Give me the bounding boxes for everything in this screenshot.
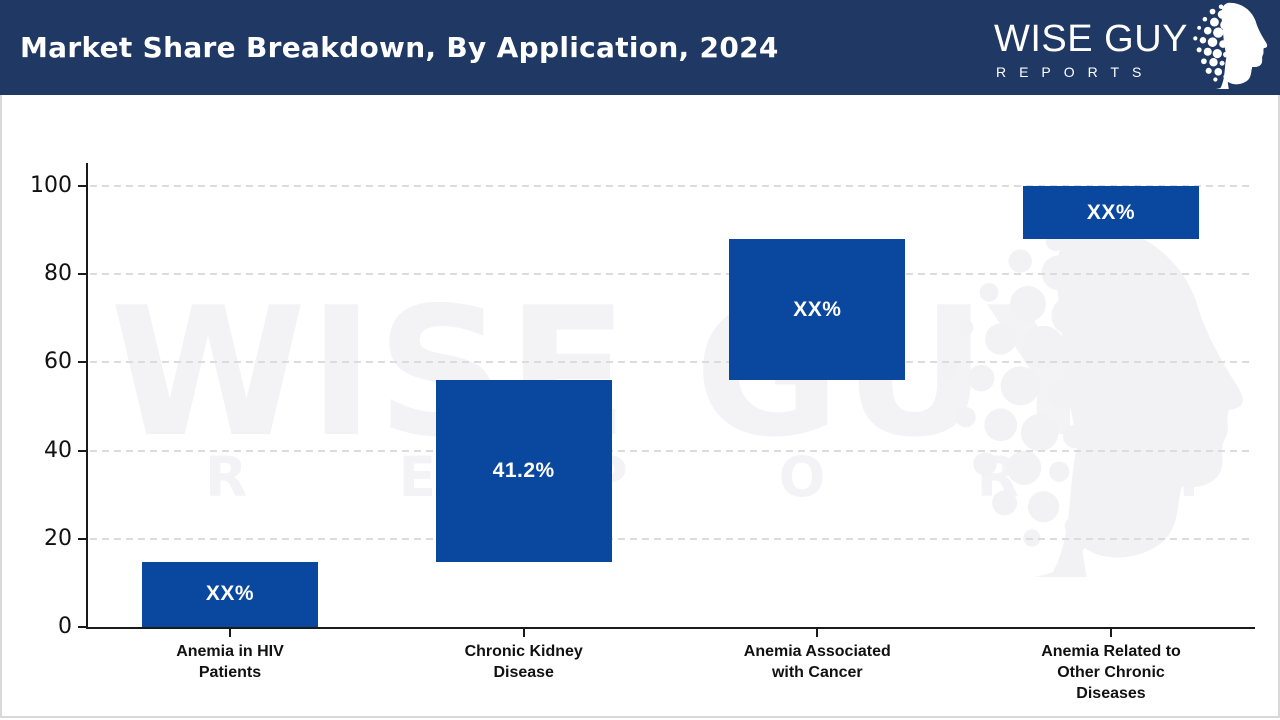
waterfall-bar <box>142 561 318 627</box>
y-axis-tick-label: 20 <box>44 525 72 551</box>
logo-text: WISE GUY REPORTS <box>994 20 1188 80</box>
waterfall-bar <box>435 380 612 562</box>
x-axis-tick <box>522 629 525 637</box>
bar-value-label: XX% <box>205 582 255 606</box>
y-gridline <box>90 185 1253 187</box>
y-gridline <box>90 273 1253 276</box>
y-axis-tick-label: 40 <box>44 437 72 463</box>
y-axis-tick-label: 0 <box>58 614 72 639</box>
bar-value-label: XX% <box>793 297 842 321</box>
x-axis-tick <box>816 629 819 637</box>
bar-value-label: XX% <box>1086 200 1136 224</box>
logo-name-text: WISE GUY <box>993 18 1188 60</box>
x-category-label: Anemia in HIV Patients <box>176 643 284 682</box>
page-title: Market Share Breakdown, By Application, … <box>20 31 779 64</box>
logo-head-icon <box>1193 2 1268 90</box>
y-axis-tick <box>78 626 86 628</box>
y-gridline <box>90 449 1253 452</box>
y-axis-tick-label: 100 <box>30 173 72 198</box>
x-axis-tick <box>229 629 231 637</box>
x-category-label: Anemia Associated with Cancer <box>743 643 891 682</box>
x-category-label: Anemia Related to Other Chronic Diseases <box>1041 643 1181 703</box>
waterfall-bar <box>729 239 906 381</box>
y-axis-tick-label: 80 <box>44 261 72 287</box>
y-axis-spine <box>86 163 88 629</box>
x-axis-tick <box>1110 629 1112 637</box>
y-axis-tick <box>78 361 86 364</box>
x-axis-spine <box>86 627 1255 629</box>
bar-value-label: 41.2% <box>492 458 555 482</box>
y-axis-tick-label: 60 <box>44 349 72 375</box>
watermark-head-icon <box>941 225 1243 577</box>
y-axis-tick <box>78 449 86 452</box>
y-axis-tick <box>78 185 86 187</box>
header-band: Market Share Breakdown, By Application, … <box>0 0 1280 95</box>
logo-sub-text: REPORTS <box>995 64 1155 80</box>
waterfall-bar <box>1023 186 1199 240</box>
wise-guy-logo: WISE GUY REPORTS <box>994 2 1272 90</box>
y-gridline <box>90 537 1253 540</box>
y-axis-tick <box>78 537 86 540</box>
y-gridline <box>90 361 1253 364</box>
x-category-label: Chronic Kidney Disease <box>464 643 583 682</box>
y-axis-tick <box>78 273 86 276</box>
